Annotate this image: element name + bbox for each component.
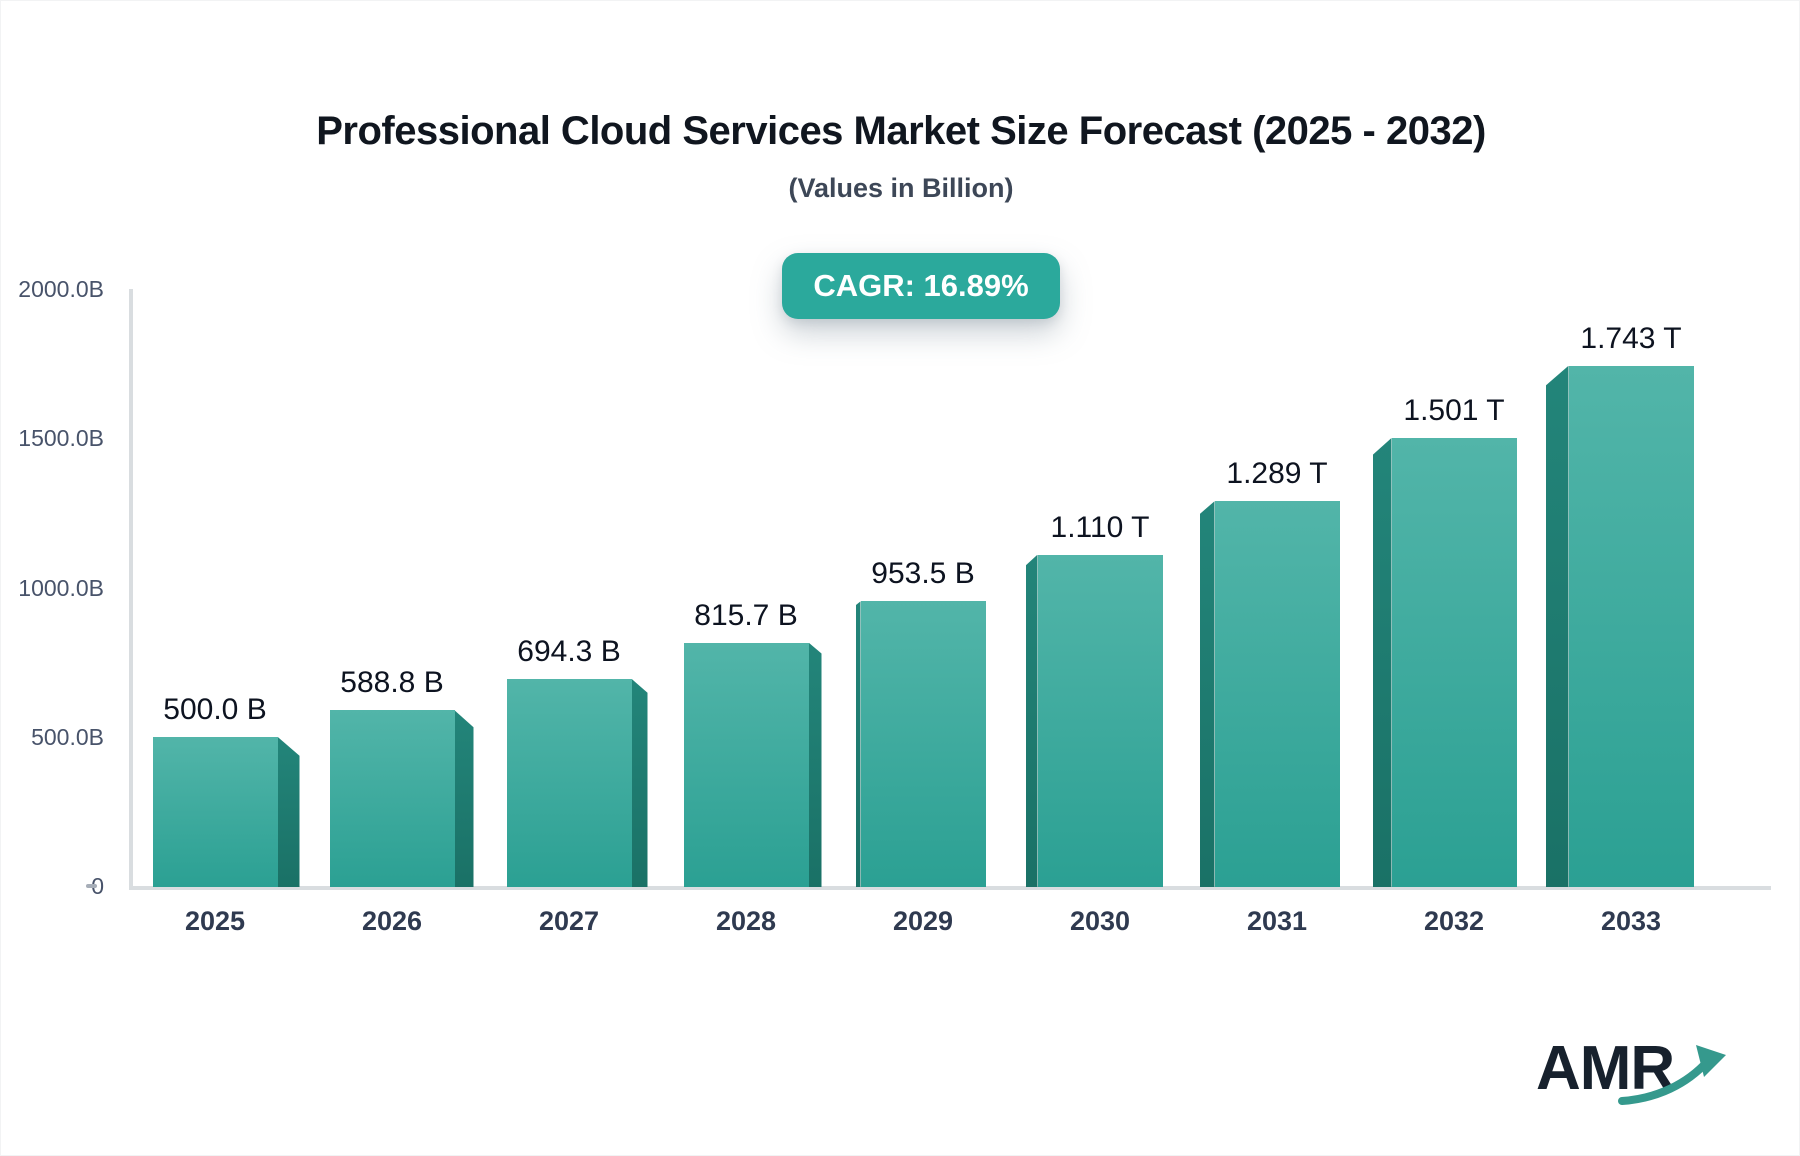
x-axis-line [129,886,1771,890]
amr-logo-text: AMR [1536,1034,1675,1103]
bar-value-label: 694.3 B [517,634,621,668]
y-tick-label: 2000.0B [18,276,104,302]
bar-value-label: 1.743 T [1580,321,1682,355]
bar-side-2028 [808,642,822,887]
bar-2032 [1391,437,1517,887]
page-title: Professional Cloud Services Market Size … [316,109,1486,153]
bar-value-label: 1.289 T [1226,457,1328,491]
bar-side-2031 [1199,501,1215,887]
bar-value-label: 815.7 B [694,598,798,632]
x-tick-label: 2033 [1600,906,1662,936]
bar-2031 [1214,501,1340,887]
bar-2033 [1568,365,1694,887]
bar-value-label: 588.8 B [340,666,444,700]
bar-value-label: 500.0 B [163,692,267,726]
bar-side-2033 [1545,365,1569,887]
x-tick-label: 2025 [184,906,246,936]
x-tick-label: 2026 [361,906,423,936]
bar-2029 [860,601,986,887]
x-tick-label: 2031 [1246,906,1308,936]
bar-2027 [506,678,632,887]
cagr-badge: CAGR: 16.89% [782,253,1060,319]
bar-value-label: 1.501 T [1403,393,1505,427]
amr-logo: AMR [1526,1023,1766,1123]
bar-2028 [683,642,809,887]
bar-side-2027 [631,678,648,887]
x-tick-label: 2032 [1423,906,1485,936]
bar-value-label: 953.5 B [871,557,975,591]
cagr-badge-label: CAGR: 16.89% [813,268,1029,303]
y-tick-label: 1000.0B [18,574,104,601]
bar-side-2032 [1372,437,1392,887]
bar-side-2026 [454,710,474,887]
bar-side-2030 [1025,554,1038,887]
page-subtitle: (Values in Billion) [788,173,1014,203]
y-tick-label: 1500.0B [18,425,104,452]
bar-2025 [152,736,278,887]
bar-side-2029 [855,601,861,887]
bar-value-label: 1.110 T [1050,510,1150,544]
bar-side-2025 [277,736,300,887]
bar-2030 [1037,554,1163,887]
x-tick-label: 2028 [715,906,777,936]
x-tick-label: 2027 [538,906,600,936]
y-tick-label: 500.0B [31,723,104,750]
bar-2026 [329,710,455,887]
x-tick-label: 2029 [892,906,954,936]
growth-arrow-icon [1618,1045,1726,1105]
y-axis-line [129,289,133,890]
y-tick-label: 0 [91,873,104,899]
x-tick-label: 2030 [1069,906,1131,936]
zero-tick-mark [86,884,97,888]
